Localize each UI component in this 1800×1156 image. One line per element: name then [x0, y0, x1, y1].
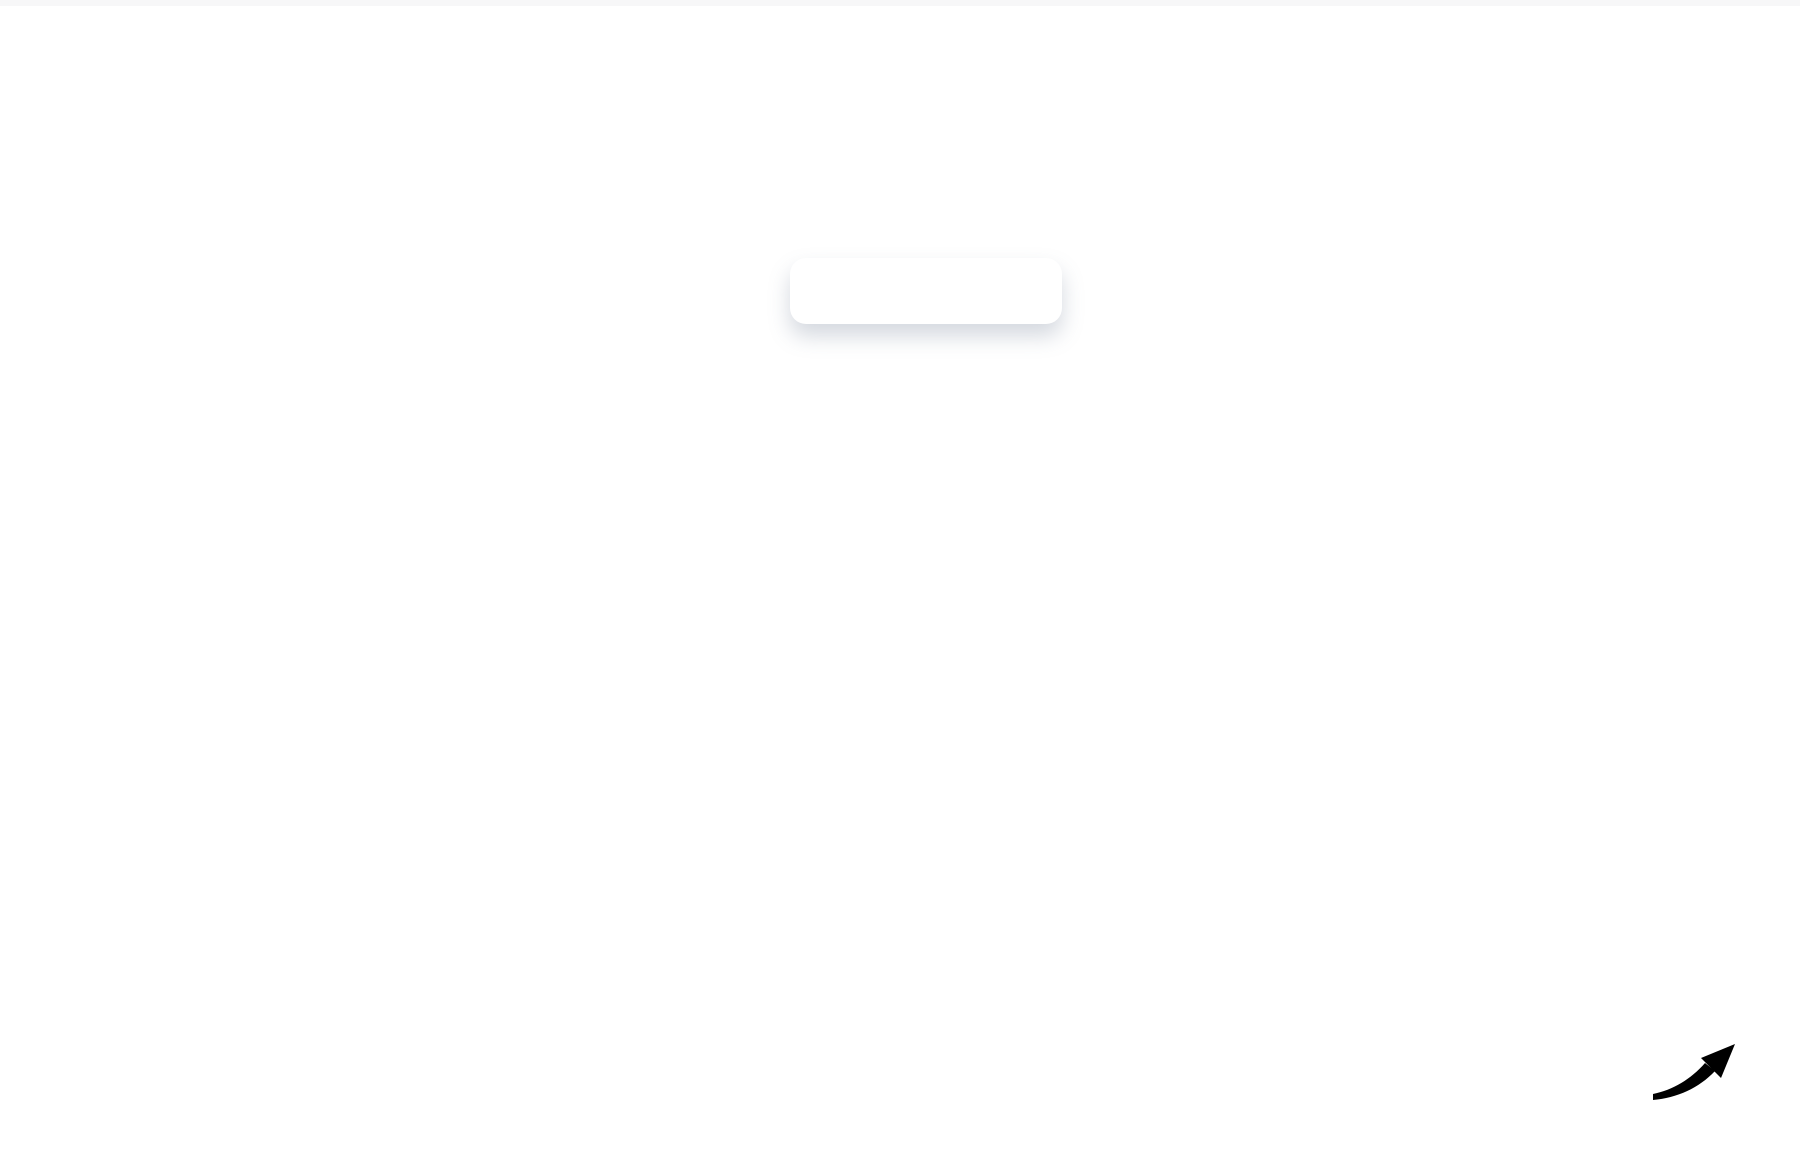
amr-logo	[1538, 1032, 1738, 1112]
growth-arrow-swoosh	[1653, 1063, 1715, 1100]
top-edge-strip	[0, 0, 1800, 6]
growth-arrow-head	[1701, 1044, 1735, 1078]
growth-arrow-icon	[1653, 1044, 1735, 1100]
